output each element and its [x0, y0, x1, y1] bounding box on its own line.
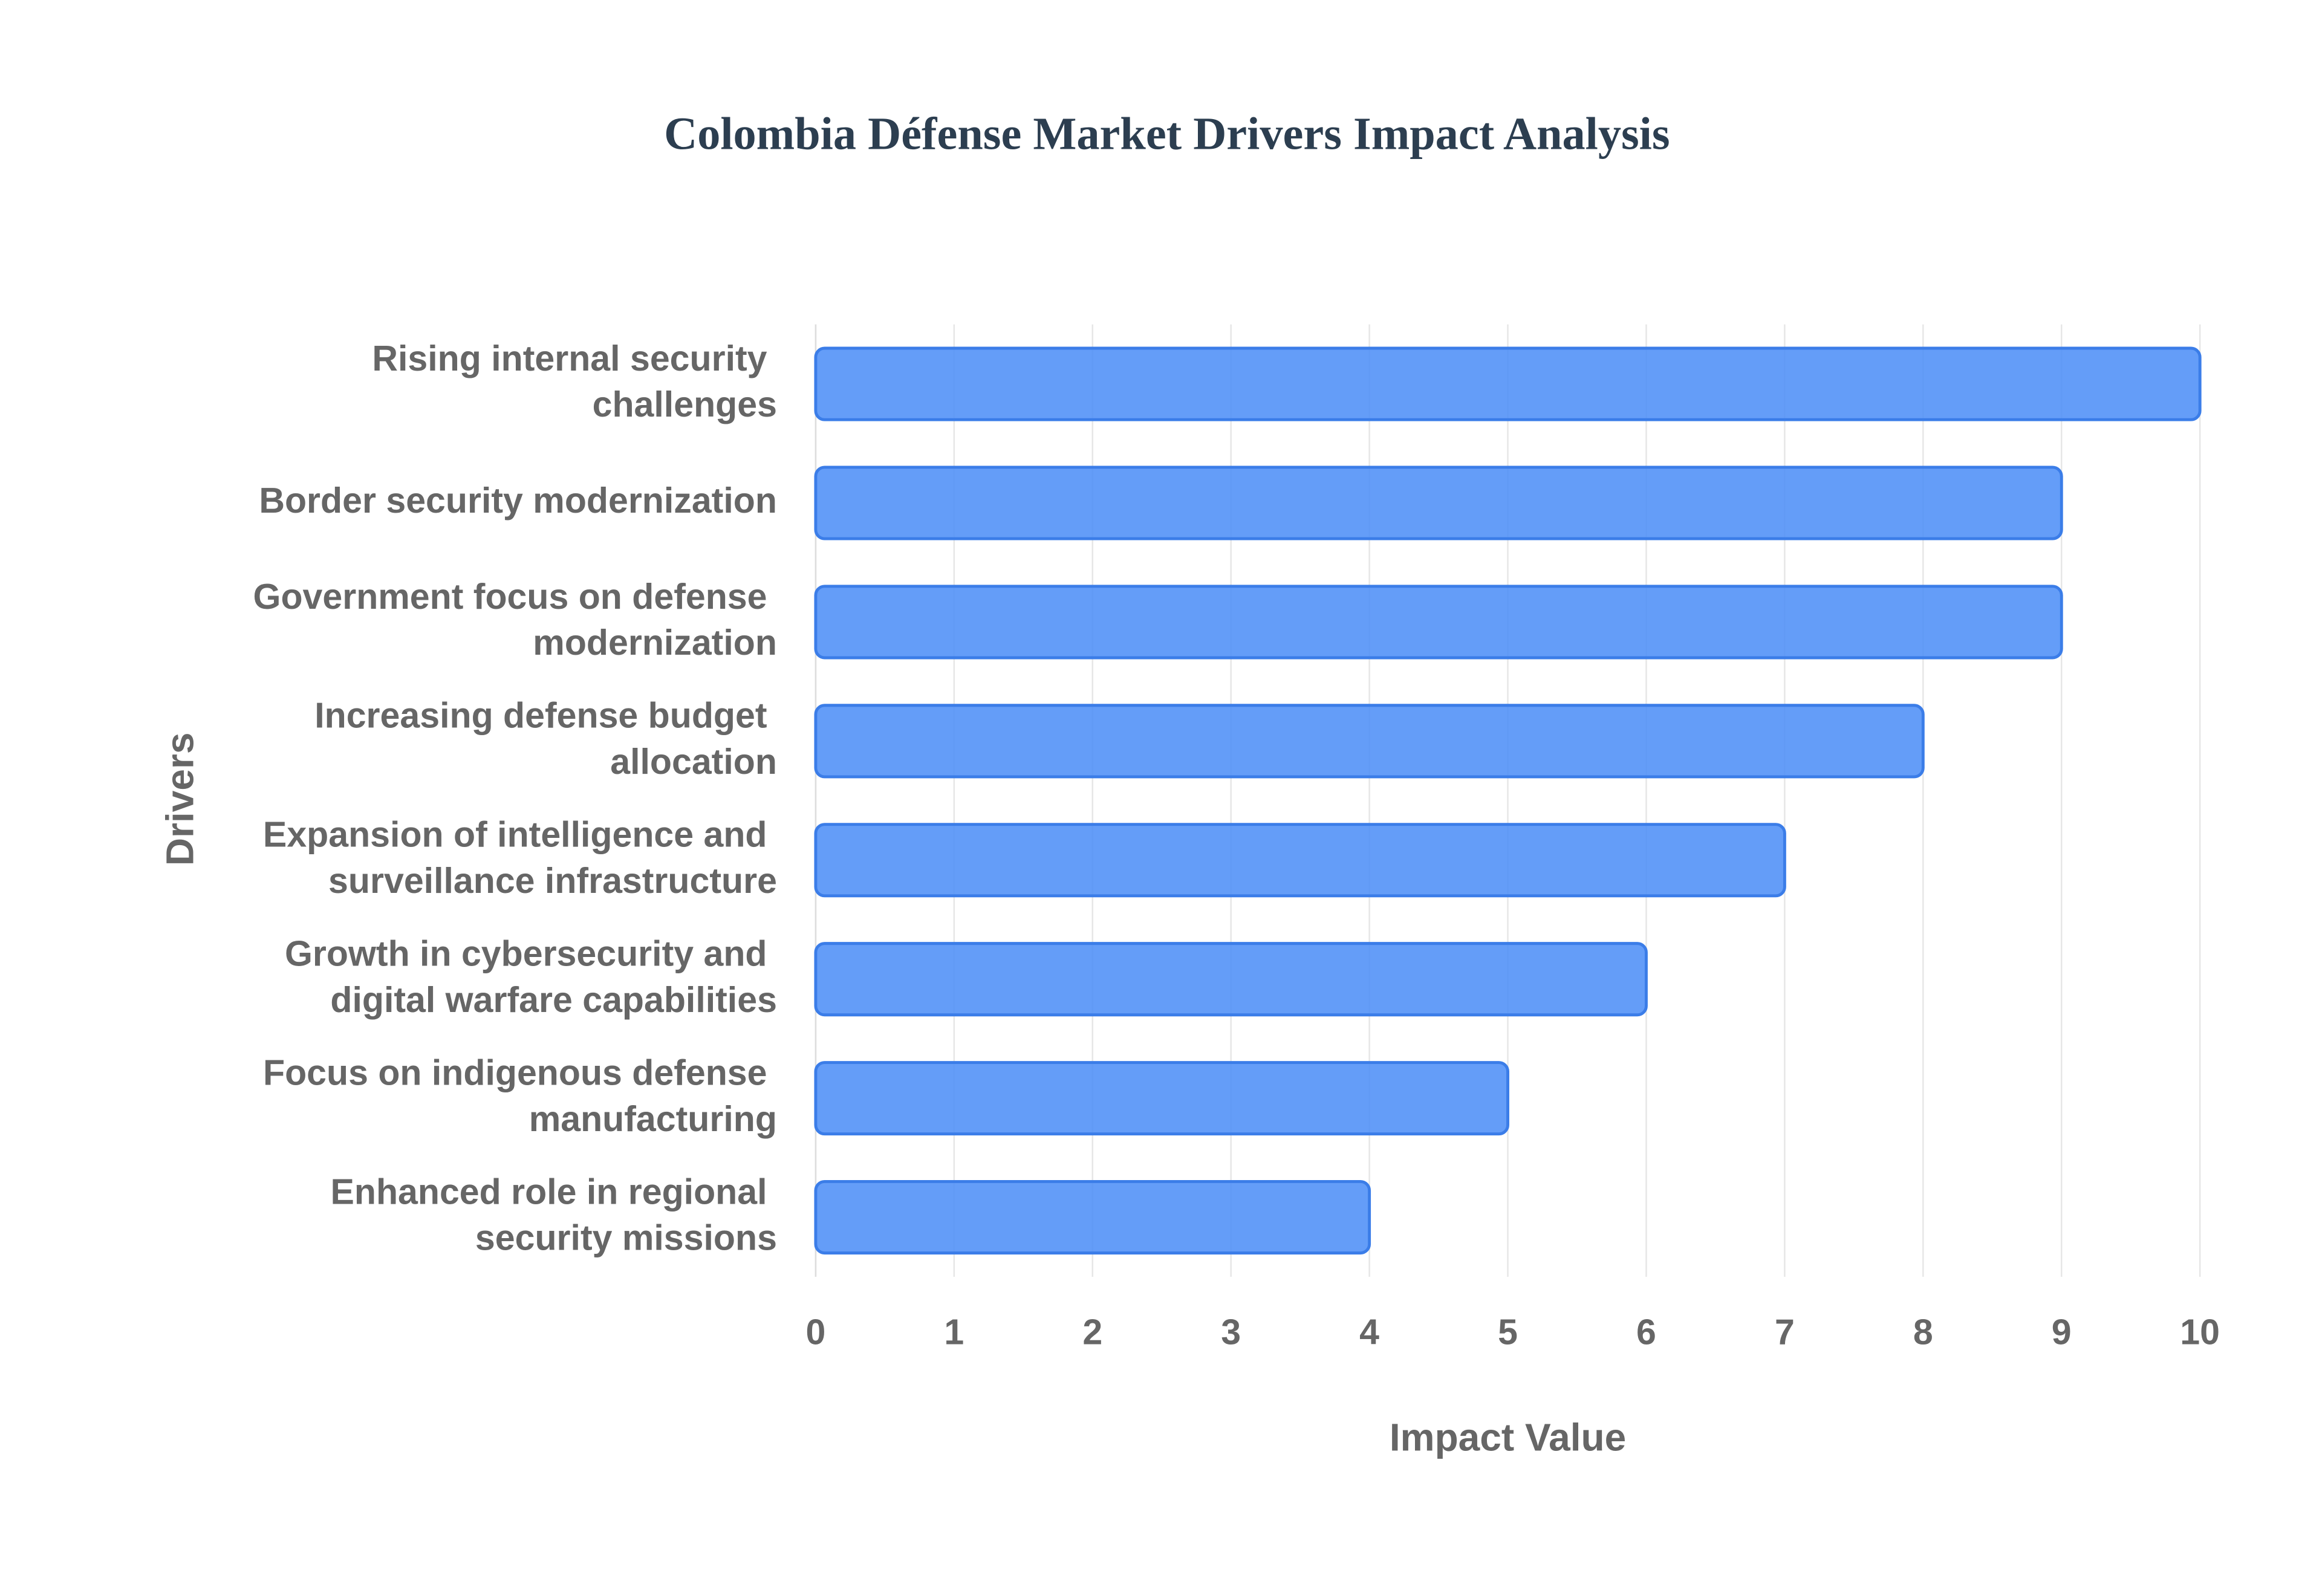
x-tick-label: 2	[1082, 1312, 1102, 1352]
bar	[814, 1061, 1509, 1136]
y-tick-label: Increasing defense budget allocation	[314, 695, 777, 781]
x-tick-label: 4	[1359, 1312, 1379, 1352]
y-tick-label: Border security modernization	[259, 481, 777, 521]
bar	[814, 1180, 1371, 1255]
y-tick-label: Growth in cybersecurity and digital warf…	[285, 933, 777, 1019]
x-tick-label: 9	[2052, 1312, 2072, 1352]
y-tick-label: Expansion of intelligence and surveillan…	[263, 814, 777, 900]
bar	[814, 823, 1786, 898]
x-tick-label: 8	[1913, 1312, 1933, 1352]
y-tick-label: Focus on indigenous defense manufacturin…	[263, 1053, 777, 1138]
bar	[814, 346, 2202, 421]
x-axis-title: Impact Value	[1390, 1416, 1626, 1459]
x-tick-label: 10	[2180, 1312, 2220, 1352]
y-tick-label: Enhanced role in regional security missi…	[330, 1172, 776, 1257]
x-tick-label: 7	[1775, 1312, 1795, 1352]
x-tick-label: 0	[805, 1312, 825, 1352]
x-tick-label: 1	[944, 1312, 964, 1352]
bar	[814, 704, 1925, 779]
bar	[814, 585, 2063, 660]
x-tick-label: 3	[1221, 1312, 1241, 1352]
bar	[814, 942, 1648, 1017]
y-tick-label: Rising internal security challenges	[372, 339, 777, 424]
bar	[814, 465, 2063, 540]
x-tick-label: 6	[1636, 1312, 1656, 1352]
y-tick-label: Government focus on defense modernizatio…	[253, 576, 777, 662]
chart-title: Colombia Défense Market Drivers Impact A…	[664, 108, 1670, 159]
x-tick-label: 5	[1498, 1312, 1518, 1352]
y-axis-title: Drivers	[158, 733, 202, 866]
